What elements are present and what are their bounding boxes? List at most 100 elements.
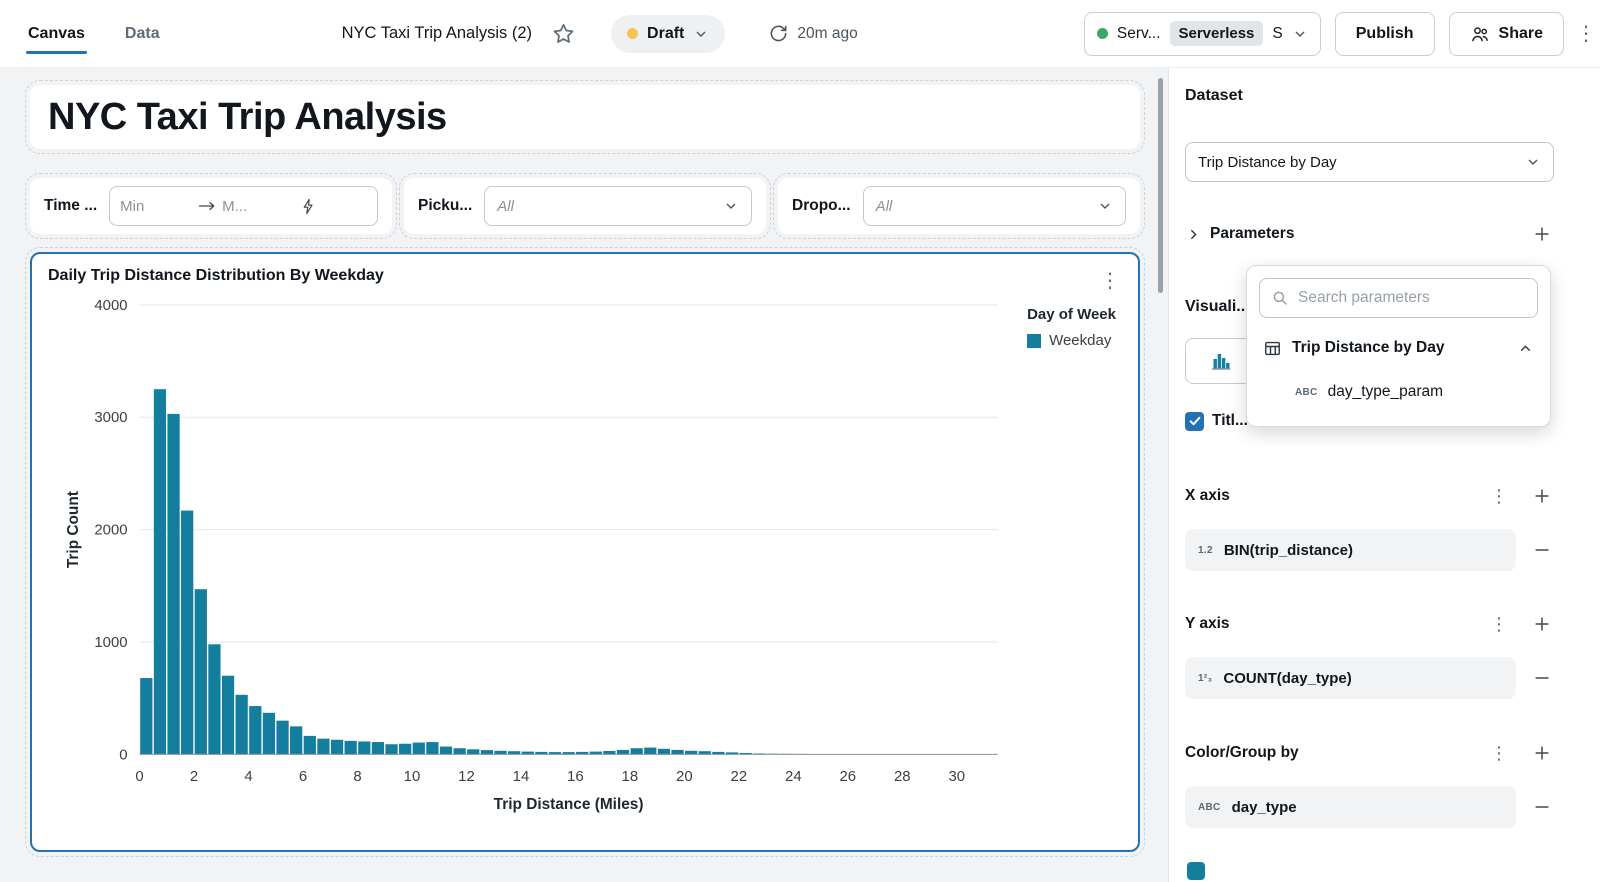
histogram-chart-widget[interactable]: Daily Trip Distance Distribution By Week… <box>25 247 1145 857</box>
y-axis-field[interactable]: 1²₃ COUNT(day_type) <box>1185 657 1516 699</box>
string-type-icon: ABC <box>1295 386 1318 398</box>
publish-button[interactable]: Publish <box>1334 11 1435 56</box>
svg-text:6: 6 <box>299 769 307 785</box>
chevron-down-icon <box>1100 203 1110 209</box>
add-parameter-button[interactable] <box>1530 222 1554 246</box>
svg-text:14: 14 <box>513 769 530 785</box>
config-sidebar: Dataset Trip Distance by Day Parameters … <box>1168 68 1600 882</box>
x-axis-more-icon[interactable]: ⋮ <box>1490 485 1508 506</box>
filter-label: Picku... <box>418 197 473 214</box>
table-icon <box>1265 341 1280 355</box>
tab-canvas[interactable]: Canvas <box>26 21 87 54</box>
svg-text:16: 16 <box>567 769 584 785</box>
title-checkbox-row[interactable]: Titl... <box>1185 408 1554 434</box>
svg-text:3000: 3000 <box>94 410 127 426</box>
plus-icon <box>1535 746 1549 760</box>
x-axis-field[interactable]: 1.2 BIN(trip_distance) <box>1185 529 1516 571</box>
range-min-input[interactable] <box>120 197 193 215</box>
legend-swatch <box>1027 333 1042 348</box>
x-axis-add-button[interactable] <box>1530 484 1554 508</box>
draft-dot-icon <box>627 28 639 39</box>
popup-dataset-item[interactable]: Trip Distance by Day <box>1259 326 1538 370</box>
refresh-icon <box>770 25 787 42</box>
svg-text:Trip Distance (Miles): Trip Distance (Miles) <box>494 796 644 813</box>
parameters-section[interactable]: Parameters <box>1185 220 1554 248</box>
svg-text:22: 22 <box>731 769 748 785</box>
color-group-field-row: ABC day_type <box>1185 786 1554 828</box>
chevron-down-icon <box>696 31 706 37</box>
filter-label: Time ... <box>44 197 98 214</box>
color-group-field[interactable]: ABC day_type <box>1185 786 1516 828</box>
time-range-filter[interactable]: Time ... <box>25 173 397 239</box>
title-widget[interactable]: NYC Taxi Trip Analysis <box>25 80 1145 154</box>
plus-icon <box>1535 227 1549 241</box>
x-axis-header: X axis ⋮ <box>1185 483 1554 509</box>
dropoff-select[interactable]: All <box>862 186 1126 226</box>
minus-icon <box>1535 806 1549 808</box>
chevron-down-icon <box>1528 159 1538 165</box>
parameter-search[interactable] <box>1259 278 1538 318</box>
tab-data[interactable]: Data <box>124 24 160 42</box>
share-label: Share <box>1498 24 1543 42</box>
canvas-scrollbar[interactable] <box>1158 78 1163 293</box>
svg-text:24: 24 <box>785 769 802 785</box>
compute-selector[interactable]: Serv... Serverless S <box>1083 11 1321 56</box>
color-group-add-button[interactable] <box>1530 741 1554 765</box>
color-group-header: Color/Group by ⋮ <box>1185 740 1554 766</box>
color-group-more-icon[interactable]: ⋮ <box>1490 742 1508 763</box>
refresh-control[interactable]: 20m ago <box>769 24 858 43</box>
people-icon <box>1471 26 1488 41</box>
chevron-down-icon <box>726 203 736 209</box>
parameter-search-input[interactable] <box>1298 289 1526 307</box>
chevron-down-icon <box>1295 31 1305 37</box>
visualization-type-button[interactable] <box>1185 338 1257 384</box>
chevron-up-icon <box>1520 344 1531 351</box>
svg-text:4: 4 <box>244 769 252 785</box>
main-content: NYC Taxi Trip Analysis Time ... Picku... <box>0 68 1600 882</box>
svg-text:4000: 4000 <box>94 298 127 314</box>
pickup-select[interactable]: All <box>484 186 752 226</box>
search-icon <box>1273 291 1287 305</box>
topbar-more-icon[interactable]: ⋮ <box>1576 23 1596 45</box>
svg-text:20: 20 <box>676 769 693 785</box>
chart-more-icon[interactable]: ⋮ <box>1100 270 1120 292</box>
svg-text:26: 26 <box>840 769 857 785</box>
dataset-section-title: Dataset <box>1185 87 1243 104</box>
chart-legend: Day of Week Weekday <box>1027 306 1116 349</box>
svg-text:30: 30 <box>949 769 966 785</box>
y-axis-field-row: 1²₃ COUNT(day_type) <box>1185 657 1554 699</box>
popup-param-item[interactable]: ABC day_type_param <box>1259 370 1538 414</box>
pickup-filter[interactable]: Picku... All <box>399 173 771 239</box>
dataset-select[interactable]: Trip Distance by Day <box>1185 142 1554 182</box>
legend-item-weekday[interactable]: Weekday <box>1027 332 1116 349</box>
y-axis-label: Y axis <box>1185 615 1230 632</box>
title-checkbox[interactable] <box>1185 411 1204 431</box>
histogram-icon <box>1212 354 1230 370</box>
color-group-label: Color/Group by <box>1185 744 1299 761</box>
time-range-inputs[interactable] <box>109 186 378 226</box>
share-button[interactable]: Share <box>1448 11 1564 56</box>
y-axis-add-button[interactable] <box>1530 612 1554 636</box>
lightning-icon <box>303 198 313 214</box>
popup-param-name: day_type_param <box>1327 383 1444 400</box>
svg-text:18: 18 <box>622 769 639 785</box>
y-axis-remove-button[interactable] <box>1530 666 1554 690</box>
svg-text:12: 12 <box>458 769 475 785</box>
weekday-color-swatch[interactable] <box>1187 862 1205 880</box>
x-axis-remove-button[interactable] <box>1530 538 1554 562</box>
draft-status-dropdown[interactable]: Draft <box>611 14 726 53</box>
filter-row: Time ... Picku... All D <box>25 173 1145 239</box>
select-value: All <box>497 197 514 215</box>
favorite-star-icon[interactable] <box>548 18 579 49</box>
dropoff-filter[interactable]: Dropo... All <box>773 173 1145 239</box>
page-title: NYC Taxi Trip Analysis <box>48 95 447 138</box>
visualization-section-title: Visuali... <box>1185 298 1250 315</box>
plus-icon <box>1535 489 1549 503</box>
dashboard-title[interactable]: NYC Taxi Trip Analysis (2) <box>341 24 533 42</box>
y-axis-more-icon[interactable]: ⋮ <box>1490 613 1508 634</box>
popup-dataset-name: Trip Distance by Day <box>1292 339 1445 356</box>
range-max-input[interactable] <box>222 197 295 215</box>
color-group-remove-button[interactable] <box>1530 795 1554 819</box>
dashboard-canvas[interactable]: NYC Taxi Trip Analysis Time ... Picku... <box>0 68 1168 882</box>
